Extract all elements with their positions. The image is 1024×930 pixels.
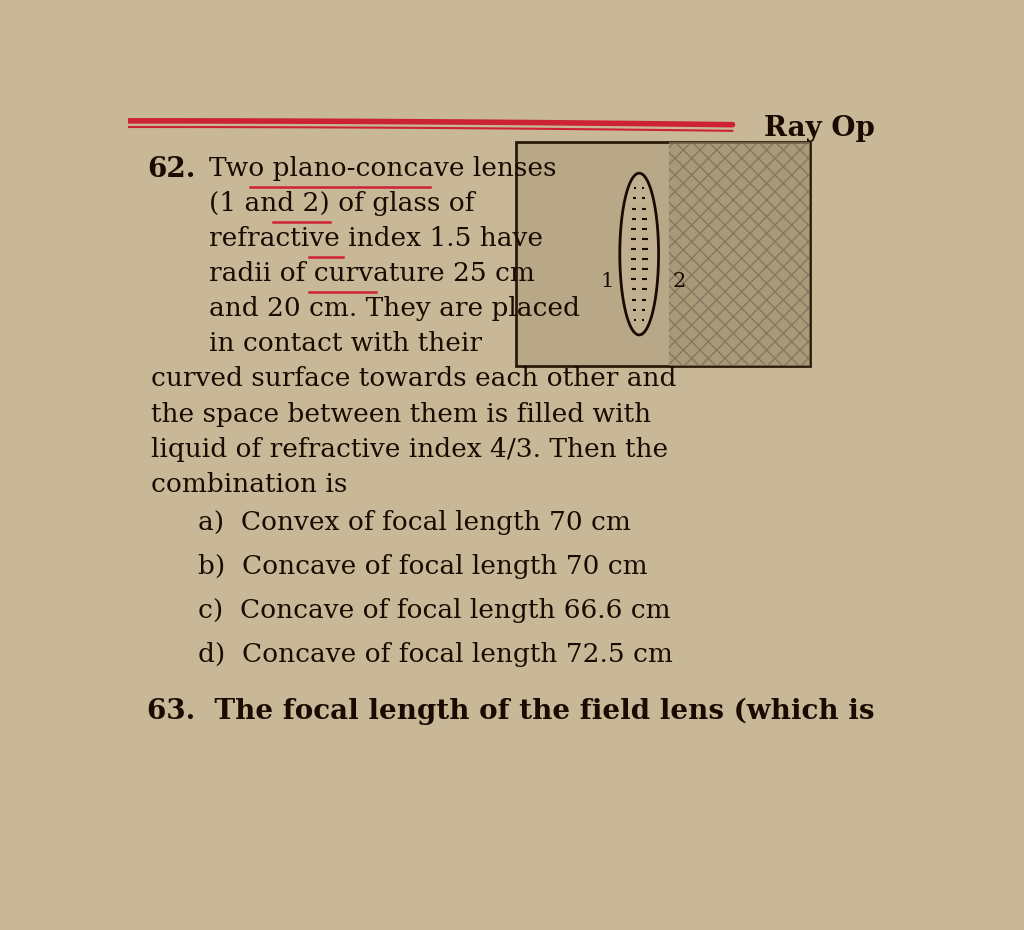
- Text: b)  Concave of focal length 70 cm: b) Concave of focal length 70 cm: [198, 554, 647, 579]
- Text: curved surface towards each other and: curved surface towards each other and: [152, 366, 677, 392]
- Text: refractive index 1.5 have: refractive index 1.5 have: [209, 226, 544, 251]
- Text: Two plano-concave lenses: Two plano-concave lenses: [209, 156, 557, 181]
- Text: c)  Concave of focal length 66.6 cm: c) Concave of focal length 66.6 cm: [198, 598, 671, 623]
- Text: radii of curvature 25 cm: radii of curvature 25 cm: [209, 261, 536, 286]
- Text: liquid of refractive index 4/3. Then the: liquid of refractive index 4/3. Then the: [152, 436, 669, 461]
- Bar: [669, 142, 810, 365]
- Polygon shape: [620, 173, 658, 335]
- Text: in contact with their: in contact with their: [209, 331, 482, 356]
- Text: d)  Concave of focal length 72.5 cm: d) Concave of focal length 72.5 cm: [198, 642, 673, 667]
- Text: 63.  The focal length of the field lens (which is: 63. The focal length of the field lens (…: [147, 698, 874, 724]
- Text: 62.: 62.: [147, 156, 196, 183]
- Text: combination is: combination is: [152, 472, 347, 497]
- Text: 1: 1: [600, 272, 613, 290]
- Text: (1 and 2) of glass of: (1 and 2) of glass of: [209, 192, 475, 217]
- Text: Ray Op: Ray Op: [764, 115, 874, 142]
- Text: and 20 cm. They are placed: and 20 cm. They are placed: [209, 297, 581, 322]
- Text: a)  Convex of focal length 70 cm: a) Convex of focal length 70 cm: [198, 511, 631, 536]
- Bar: [515, 142, 810, 365]
- Text: the space between them is filled with: the space between them is filled with: [152, 402, 651, 427]
- Text: 2: 2: [673, 272, 686, 290]
